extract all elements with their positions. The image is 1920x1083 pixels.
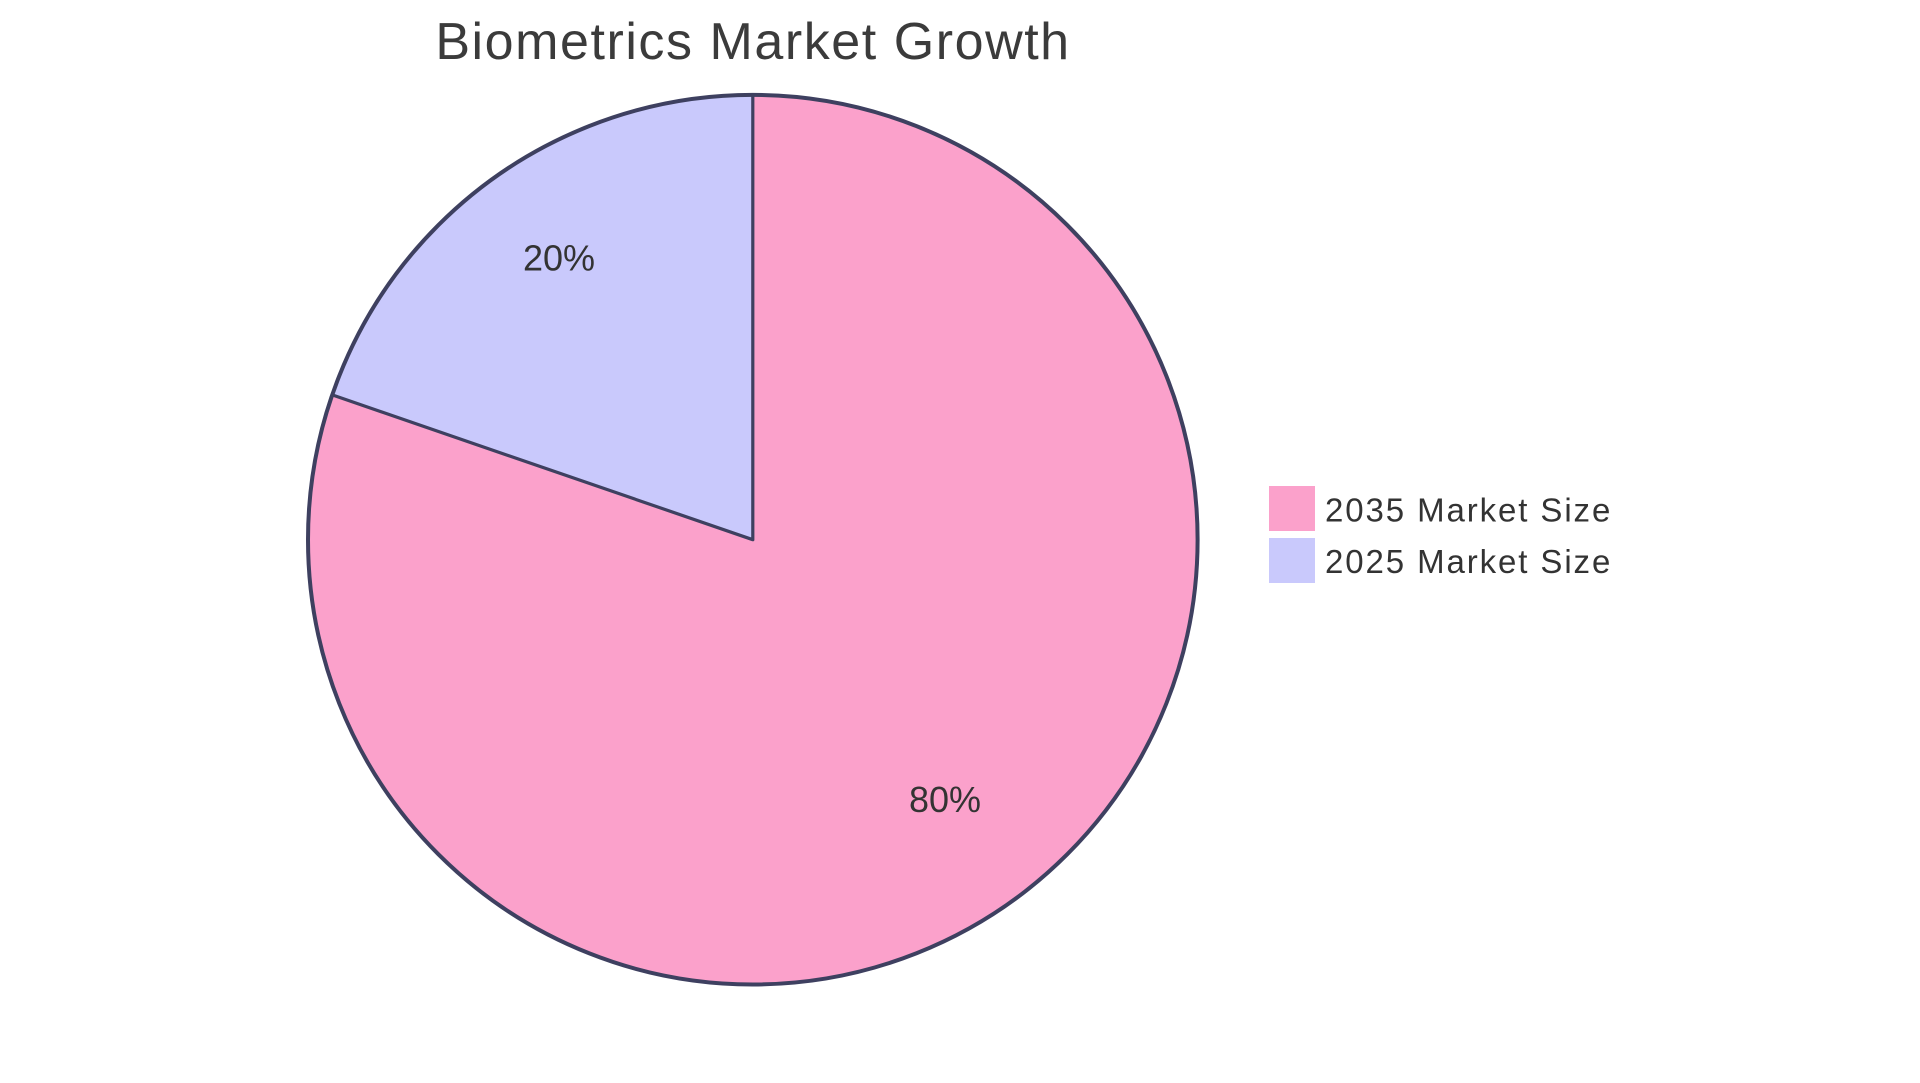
svg-text:Biometrics Market Growth: Biometrics Market Growth [435, 13, 1070, 71]
svg-text:80%: 80% [909, 779, 981, 820]
svg-text:2025 Market Size: 2025 Market Size [1325, 543, 1612, 580]
svg-text:2035 Market Size: 2035 Market Size [1325, 491, 1612, 528]
svg-text:20%: 20% [523, 238, 595, 279]
